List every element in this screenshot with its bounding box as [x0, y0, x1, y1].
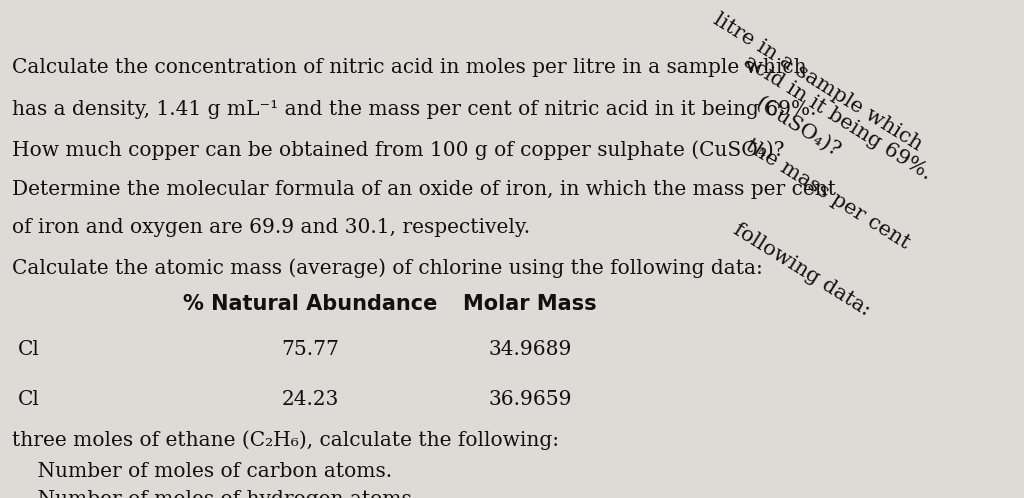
Text: How much copper can be obtained from 100 g of copper sulphate (CuSO₄)?: How much copper can be obtained from 100…: [12, 140, 784, 160]
Text: the mass per cent: the mass per cent: [742, 136, 913, 253]
Text: Cl: Cl: [18, 340, 40, 359]
Text: 34.9689: 34.9689: [488, 340, 571, 359]
Text: of iron and oxygen are 69.9 and 30.1, respectively.: of iron and oxygen are 69.9 and 30.1, re…: [12, 218, 530, 237]
Text: Molar Mass: Molar Mass: [463, 294, 597, 314]
Text: has a density, 1.41 g mL⁻¹ and the mass per cent of nitric acid in it being 69%.: has a density, 1.41 g mL⁻¹ and the mass …: [12, 100, 816, 119]
Text: three moles of ethane (C₂H₆), calculate the following:: three moles of ethane (C₂H₆), calculate …: [12, 430, 559, 450]
Text: Calculate the concentration of nitric acid in moles per litre in a sample which: Calculate the concentration of nitric ac…: [12, 58, 807, 77]
Text: (CuSO₄)?: (CuSO₄)?: [752, 94, 844, 161]
Text: % Natural Abundance: % Natural Abundance: [183, 294, 437, 314]
Text: Number of moles of carbon atoms.: Number of moles of carbon atoms.: [12, 462, 392, 481]
Text: Calculate the atomic mass (average) of chlorine using the following data:: Calculate the atomic mass (average) of c…: [12, 258, 763, 278]
Text: 75.77: 75.77: [281, 340, 339, 359]
Text: Cl: Cl: [18, 390, 40, 409]
Text: Number of moles of hydrogen atoms: Number of moles of hydrogen atoms: [12, 490, 412, 498]
Text: following data:: following data:: [730, 220, 873, 320]
Text: acid in it being 69%.: acid in it being 69%.: [740, 52, 935, 184]
Text: litre in a sample which: litre in a sample which: [710, 10, 926, 154]
Text: 24.23: 24.23: [282, 390, 339, 409]
Text: Determine the molecular formula of an oxide of iron, in which the mass per cent: Determine the molecular formula of an ox…: [12, 180, 836, 199]
Text: 36.9659: 36.9659: [488, 390, 571, 409]
